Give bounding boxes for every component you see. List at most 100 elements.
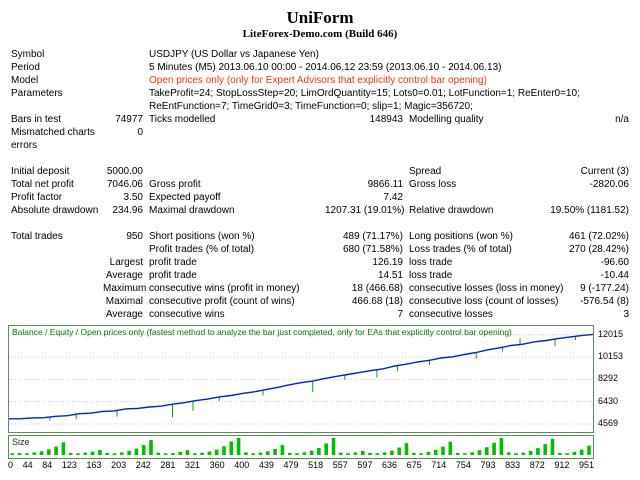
x-axis-label: 439 [258, 460, 274, 470]
x-axis-label: 84 [42, 460, 53, 470]
total-net-profit-value: 7046.06 [106, 179, 143, 190]
maximal-consecutive-loss-label: consecutive loss (count of losses) [409, 296, 559, 307]
x-axis-label: 912 [554, 460, 570, 470]
bars-in-test-value: 74977 [115, 114, 143, 125]
x-axis-label: 44 [22, 460, 33, 470]
x-axis: 0 44 84 123 163 203 242 281 321 360 400 439 479 518 55… [8, 460, 594, 470]
largest-loss-trade-label: loss trade [409, 257, 453, 268]
average-loss-trade-value: -10.44 [600, 270, 629, 281]
total-trades-label: Total trades [11, 231, 63, 242]
balance-chart-svg [9, 333, 593, 425]
maximal-drawdown-value: 1207.31 (19.01%) [325, 205, 405, 216]
x-axis-label: 360 [209, 460, 225, 470]
size-chart-label: Size [12, 437, 30, 447]
period-value: 5 Minutes (M5) 2013.06.10 00:00 - 2014.0… [149, 62, 502, 73]
symbol-value: USDJPY (US Dollar vs Japanese Yen) [149, 49, 319, 60]
x-axis-label: 636 [381, 460, 397, 470]
loss-trades-label: Loss trades (% of total) [409, 244, 512, 255]
largest-profit-trade-value: 126.19 [372, 257, 403, 268]
average-profit-trade-value: 14.51 [377, 270, 403, 281]
x-axis-label: 281 [160, 460, 176, 470]
spacer [146, 126, 632, 152]
absolute-drawdown-value: 234.96 [112, 205, 143, 216]
x-axis-label: 793 [480, 460, 496, 470]
profit-trades-value: 680 (71.58%) [342, 244, 403, 255]
average-consecutive-losses-label: consecutive losses [409, 309, 493, 320]
x-axis-label: 675 [406, 460, 422, 470]
x-axis-label: 951 [578, 460, 594, 470]
average-label: Average [105, 270, 143, 281]
spread-value: Current (3) [580, 166, 629, 177]
expected-payoff-label: Expected payoff [149, 192, 221, 203]
spread-label: Spread [409, 166, 442, 177]
maximal-consecutive-profit-label: consecutive profit (count of wins) [149, 296, 295, 307]
average-profit-trade-label: profit trade [149, 270, 197, 281]
short-positions-value: 489 (71.17%) [342, 231, 403, 242]
total-net-profit-label: Total net profit [11, 179, 74, 190]
size-chart-svg [10, 438, 591, 456]
maximal-consecutive-loss-value: -576.54 (8) [580, 296, 629, 307]
y-axis-label: 8292 [598, 373, 619, 384]
balance-chart: Balance / Equity / Open prices only (fas… [8, 325, 594, 433]
ticks-modelled-value: 148943 [369, 114, 403, 125]
profit-trades-label: Profit trades (% of total) [149, 244, 255, 255]
gross-loss-value: -2820.06 [589, 179, 629, 190]
maximum-label: Maximum [103, 283, 147, 294]
relative-drawdown-value: 19.50% (1181.52) [550, 205, 629, 216]
average-consecutive-wins-label: consecutive wins [149, 309, 225, 320]
symbol-label: Symbol [11, 49, 45, 60]
report-title: UniForm [286, 8, 354, 27]
ticks-modelled-label: Ticks modelled [149, 114, 216, 125]
chart-legend: Balance / Equity / Open prices only (fas… [12, 327, 512, 337]
spacer [146, 165, 406, 178]
report-header: UniForm LiteForex-Demo.com (Build 646) [8, 8, 632, 41]
mismatched-errors-label: Mismatched charts errors [11, 127, 95, 151]
x-axis-label: 242 [135, 460, 151, 470]
max-consecutive-wins-label: consecutive wins (profit in money) [149, 283, 300, 294]
x-axis-label: 518 [308, 460, 324, 470]
x-axis-label: 321 [184, 460, 200, 470]
expected-payoff-value: 7.42 [383, 192, 403, 203]
max-consecutive-wins-value: 18 (466.68) [351, 283, 403, 294]
x-axis-label: 400 [234, 460, 250, 470]
maximal-label: Maximal [105, 296, 143, 307]
size-chart: Size [8, 435, 594, 459]
max-consecutive-losses-value: 9 (-177.24) [580, 283, 629, 294]
x-axis-label: 597 [357, 460, 373, 470]
average-consecutive-label: Average [105, 309, 143, 320]
y-axis-label: 10153 [598, 351, 624, 362]
strategy-tester-report: UniForm LiteForex-Demo.com (Build 646) S… [8, 8, 632, 470]
gross-loss-label: Gross loss [409, 179, 457, 190]
maximal-drawdown-label: Maximal drawdown [149, 205, 235, 216]
largest-label: Largest [109, 257, 143, 268]
period-label: Period [11, 62, 40, 73]
mismatched-errors-value: 0 [137, 127, 143, 138]
long-positions-value: 461 (72.02%) [568, 231, 629, 242]
average-loss-trade-label: loss trade [409, 270, 453, 281]
x-axis-label: 714 [431, 460, 447, 470]
spacer [8, 269, 100, 282]
average-consecutive-losses-value: 3 [623, 309, 629, 320]
x-axis-label: 754 [455, 460, 471, 470]
x-axis-label: 203 [111, 460, 127, 470]
largest-loss-trade-value: -96.60 [600, 257, 629, 268]
initial-deposit-value: 5000.00 [106, 166, 143, 177]
x-axis-label: 0 [8, 460, 14, 470]
gross-profit-label: Gross profit [149, 179, 201, 190]
x-axis-label: 163 [86, 460, 102, 470]
y-axis-label: 4569 [598, 417, 619, 428]
model-label: Model [11, 75, 39, 86]
absolute-drawdown-label: Absolute drawdown [11, 205, 99, 216]
gross-profit-value: 9866.11 [367, 179, 403, 190]
x-axis-label: 123 [61, 460, 77, 470]
parameters-label: Parameters [11, 88, 63, 99]
loss-trades-value: 270 (28.42%) [568, 244, 629, 255]
y-axis: 12015 10153 8292 6430 4569 [594, 325, 630, 433]
spacer [8, 282, 100, 295]
spacer [8, 308, 100, 321]
parameters-value: TakeProfit=24; StopLossStep=20; LimOrdQu… [149, 88, 580, 112]
y-axis-label: 6430 [598, 395, 619, 406]
spacer [8, 256, 100, 269]
x-axis-label: 833 [505, 460, 521, 470]
report-table: Symbol USDJPY (US Dollar vs Japanese Yen… [8, 48, 632, 321]
